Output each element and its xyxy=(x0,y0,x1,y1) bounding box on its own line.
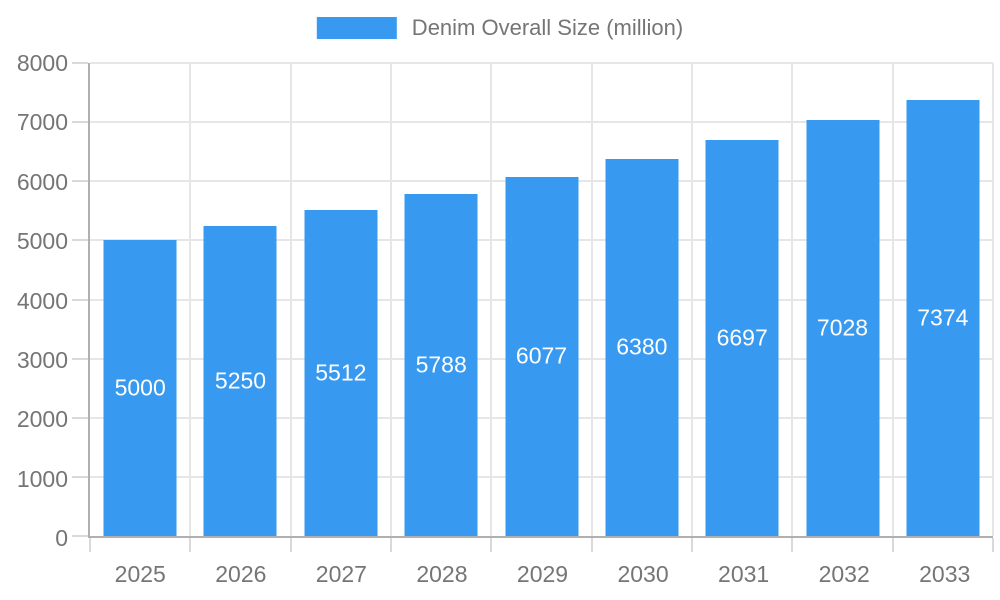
y-axis-tick xyxy=(72,535,88,537)
bar-value-label: 5788 xyxy=(415,351,467,378)
x-axis-tick xyxy=(891,538,894,552)
y-axis-tick xyxy=(72,239,88,242)
x-axis-tick xyxy=(590,538,593,552)
bar-value-label: 6380 xyxy=(616,333,668,360)
x-tick-label: 2027 xyxy=(315,561,367,587)
y-tick-label: 4000 xyxy=(16,287,68,314)
vertical-gridline xyxy=(791,63,794,536)
x-tick-label: 2026 xyxy=(215,561,267,587)
y-axis-tick xyxy=(72,121,88,124)
vertical-gridline xyxy=(189,63,192,536)
y-axis-tick xyxy=(72,298,88,301)
bar-value-label: 5250 xyxy=(214,367,267,394)
x-axis-tick xyxy=(690,538,693,552)
bar-2026[interactable]: 5250 xyxy=(203,225,277,536)
bar-value-label: 6697 xyxy=(716,324,768,351)
x-axis-tick xyxy=(89,538,91,552)
x-axis-tick xyxy=(992,538,994,552)
y-tick-label: 0 xyxy=(55,525,68,551)
horizontal-gridline xyxy=(90,121,993,124)
legend-item[interactable]: Denim Overall Size (million) xyxy=(316,15,684,41)
bar-2029[interactable]: 6077 xyxy=(505,176,578,536)
plot-area: 5000 5250 5512 5788 6077 6380 6697 7028 7374 xyxy=(72,62,994,552)
y-axis-tick xyxy=(72,180,88,183)
legend-label: Denim Overall Size (million) xyxy=(411,15,684,40)
bar-2032[interactable]: 7028 xyxy=(806,120,879,536)
vertical-gridline xyxy=(490,63,493,536)
y-tick-label: 1000 xyxy=(16,465,68,492)
x-tick-label: 2031 xyxy=(718,561,770,587)
vertical-gridline xyxy=(690,63,693,536)
vertical-gridline xyxy=(389,63,392,536)
y-axis-tick xyxy=(72,357,88,360)
x-axis-labels: 2025 2026 2027 2028 2029 2030 2031 2032 2033 xyxy=(90,538,995,598)
x-tick-label: 2025 xyxy=(114,561,166,587)
vertical-gridline xyxy=(992,63,994,536)
bar-value-label: 7028 xyxy=(816,314,869,341)
x-axis-tick xyxy=(189,538,192,552)
bar-2031[interactable]: 6697 xyxy=(705,140,779,536)
bar-value-label: 5512 xyxy=(315,359,367,386)
y-tick-label: 8000 xyxy=(16,50,68,76)
x-tick-label: 2030 xyxy=(617,561,669,587)
y-tick-label: 5000 xyxy=(16,228,68,255)
vertical-gridline xyxy=(891,63,894,536)
y-tick-label: 3000 xyxy=(16,346,68,373)
horizontal-gridline xyxy=(90,62,993,64)
y-axis-tick xyxy=(72,475,88,478)
bar-value-label: 5000 xyxy=(114,374,166,401)
y-tick-label: 2000 xyxy=(16,406,68,433)
y-tick-label: 6000 xyxy=(16,168,68,195)
bar-value-label: 7374 xyxy=(917,304,969,331)
y-axis-tick xyxy=(72,416,88,419)
vertical-gridline xyxy=(590,63,593,536)
x-tick-label: 2028 xyxy=(416,561,468,587)
x-tick-label: 2029 xyxy=(516,561,569,587)
x-tick-label: 2033 xyxy=(919,561,971,587)
x-axis-tick xyxy=(490,538,493,552)
y-axis-labels: 0 1000 2000 3000 4000 5000 6000 7000 8000 xyxy=(0,52,68,550)
bar-2027[interactable]: 5512 xyxy=(304,210,378,536)
bar-2025[interactable]: 5000 xyxy=(103,240,177,536)
x-tick-label: 2032 xyxy=(818,561,870,587)
x-axis-tick xyxy=(791,538,794,552)
bar-2028[interactable]: 5788 xyxy=(404,193,478,536)
y-axis-tick xyxy=(72,62,88,64)
legend-swatch-icon xyxy=(316,17,397,39)
x-axis-tick xyxy=(389,538,392,552)
vertical-gridline xyxy=(289,63,292,536)
x-axis-tick xyxy=(289,538,292,552)
bar-2033[interactable]: 7374 xyxy=(906,100,980,536)
bar-value-label: 6077 xyxy=(515,342,568,369)
y-tick-label: 7000 xyxy=(16,109,68,136)
bar-2030[interactable]: 6380 xyxy=(605,158,679,536)
